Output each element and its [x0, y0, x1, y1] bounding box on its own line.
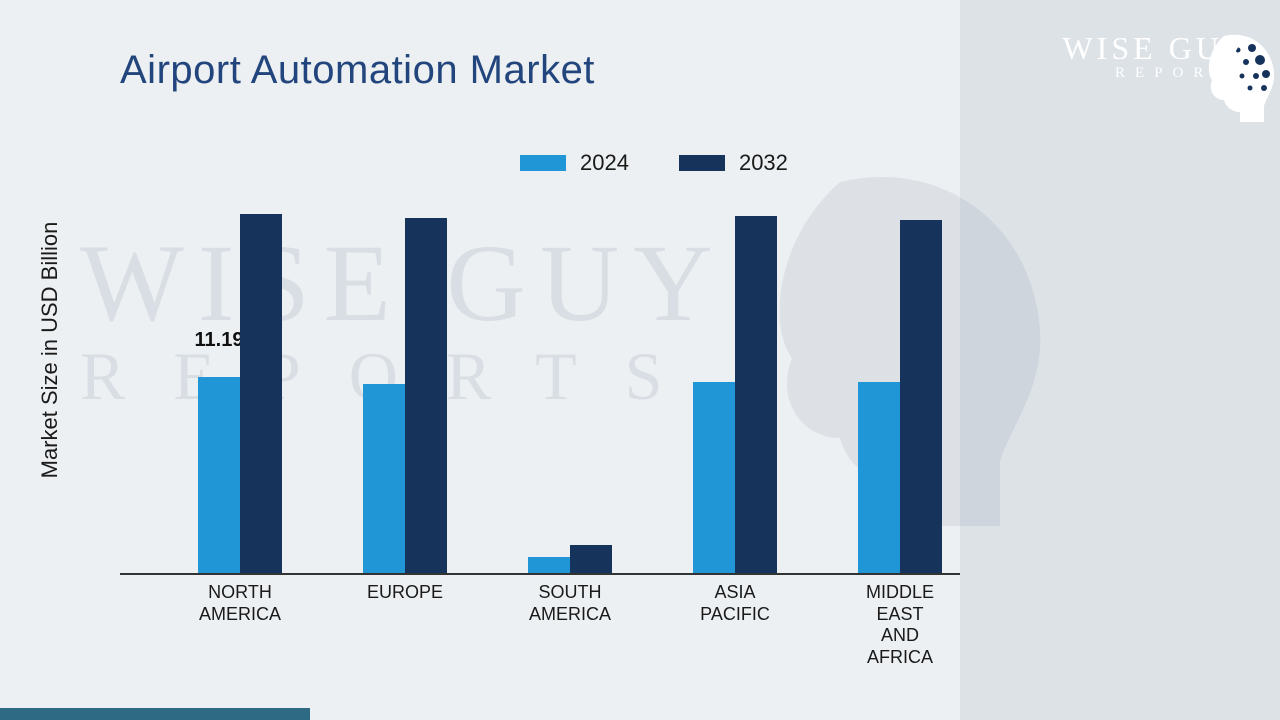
brand-line-2: REPORTS: [1062, 65, 1250, 82]
bar-2024: [198, 377, 240, 573]
bar-2032: [900, 220, 942, 574]
chart-title: Airport Automation Market: [120, 48, 595, 93]
legend-swatch-2032: [679, 155, 725, 171]
category-label: EUROPE: [335, 582, 475, 604]
bottom-accent-bar: [0, 708, 310, 720]
bar-2032: [735, 216, 777, 573]
legend-label-2024: 2024: [580, 150, 629, 176]
page-root: WISE GUY REPORTS Airport Automation Mark…: [0, 0, 1280, 720]
bar-2032: [405, 218, 447, 573]
legend-label-2032: 2032: [739, 150, 788, 176]
bar-2024: [858, 382, 900, 573]
bar-2032: [240, 214, 282, 573]
category-label: ASIAPACIFIC: [665, 582, 805, 625]
bar-value-label: 11.19: [195, 329, 244, 352]
category-label: SOUTHAMERICA: [500, 582, 640, 625]
bar-2032: [570, 545, 612, 573]
chart-legend: 2024 2032: [520, 150, 788, 176]
legend-item-2032: 2032: [679, 150, 788, 176]
legend-swatch-2024: [520, 155, 566, 171]
brand-line-1: WISE GUY: [1062, 30, 1250, 67]
bar-2024: [528, 557, 570, 573]
brand-logo: WISE GUY REPORTS: [1062, 30, 1250, 82]
bar-2024: [693, 382, 735, 573]
category-label: NORTHAMERICA: [170, 582, 310, 625]
chart-area: Market Size in USD Billion 2024 2032 11.…: [50, 150, 960, 690]
bar-2024: [363, 384, 405, 573]
chart-plot: 11.19NORTHAMERICAEUROPESOUTHAMERICAASIAP…: [120, 190, 960, 575]
legend-item-2024: 2024: [520, 150, 629, 176]
x-axis-baseline: [120, 573, 960, 575]
y-axis-label: Market Size in USD Billion: [37, 222, 63, 479]
category-label: MIDDLEEASTANDAFRICA: [830, 582, 970, 668]
